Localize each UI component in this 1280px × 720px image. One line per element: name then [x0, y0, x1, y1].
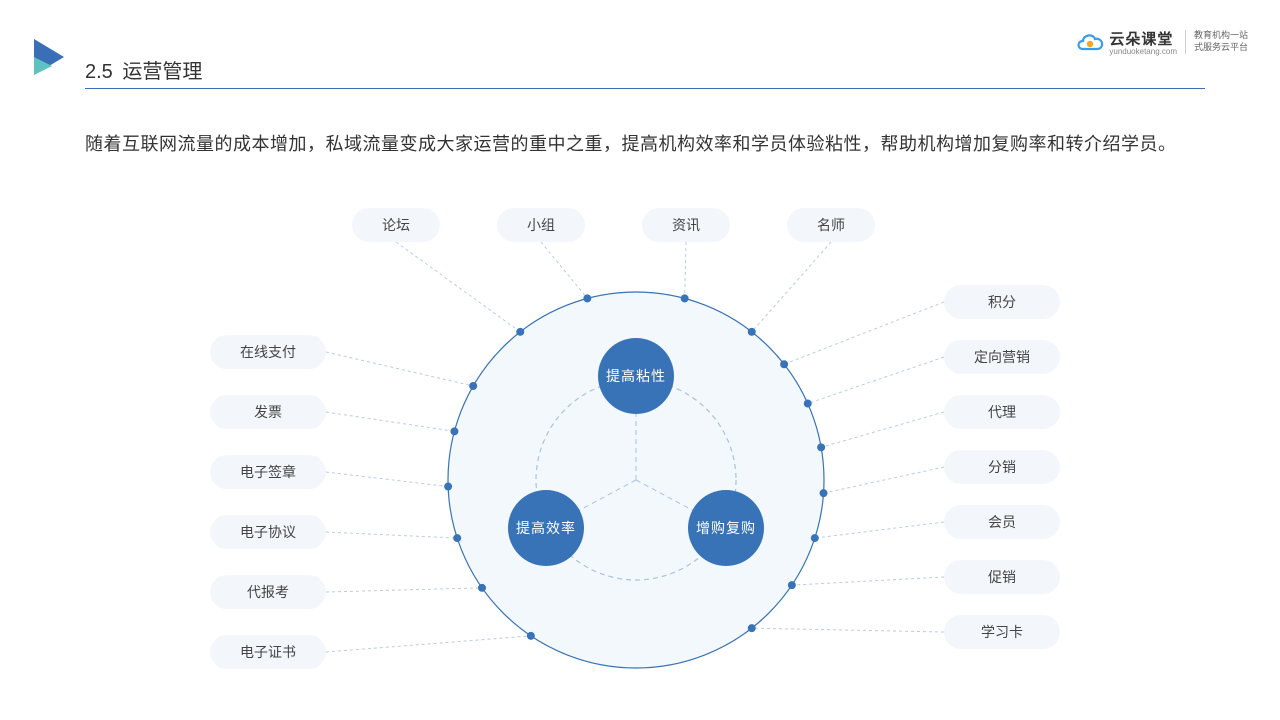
section-title-text: 运营管理 — [122, 61, 202, 83]
core-node-0: 提高粘性 — [598, 338, 674, 414]
diagram-svg — [0, 0, 1280, 720]
play-icon — [30, 35, 74, 84]
logo-divider — [1185, 30, 1186, 54]
pill-left-2: 电子签章 — [210, 455, 326, 489]
logo-text: 云朵课堂 — [1109, 28, 1177, 49]
core-node-2: 增购复购 — [688, 490, 764, 566]
description-text: 随着互联网流量的成本增加，私域流量变成大家运营的重中之重，提高机构效率和学员体验… — [85, 125, 1200, 165]
pill-right-3: 分销 — [944, 450, 1060, 484]
pill-right-2: 代理 — [944, 395, 1060, 429]
logo-subtext: yunduoketang.com — [1109, 47, 1177, 56]
section-number: 2.5 — [85, 61, 113, 83]
pill-top-3: 名师 — [787, 208, 875, 242]
pill-right-1: 定向营销 — [944, 340, 1060, 374]
pill-left-4: 代报考 — [210, 575, 326, 609]
pill-right-4: 会员 — [944, 505, 1060, 539]
pill-top-2: 资讯 — [642, 208, 730, 242]
logo-tagline: 教育机构一站 式服务云平台 — [1194, 30, 1248, 53]
pill-left-5: 电子证书 — [210, 635, 326, 669]
pill-right-6: 学习卡 — [944, 615, 1060, 649]
logo-tagline-1: 教育机构一站 — [1194, 30, 1248, 42]
core-node-1: 提高效率 — [508, 490, 584, 566]
section-title: 2.5 运营管理 — [85, 55, 202, 84]
pill-left-3: 电子协议 — [210, 515, 326, 549]
cloud-icon — [1075, 31, 1105, 53]
pill-right-0: 积分 — [944, 285, 1060, 319]
header-divider — [85, 88, 1205, 89]
pill-left-0: 在线支付 — [210, 335, 326, 369]
pill-right-5: 促销 — [944, 560, 1060, 594]
pill-top-0: 论坛 — [352, 208, 440, 242]
pill-left-1: 发票 — [210, 395, 326, 429]
logo-tagline-2: 式服务云平台 — [1194, 42, 1248, 54]
diagram-overlay: 论坛 小组 资讯 名师在线支付发票电子签章电子协议代报考电子证书 积分定向营销代理分销会… — [0, 0, 1280, 720]
pill-top-1: 小组 — [497, 208, 585, 242]
logo: 云朵课堂 yunduoketang.com 教育机构一站 式服务云平台 — [1075, 28, 1248, 56]
